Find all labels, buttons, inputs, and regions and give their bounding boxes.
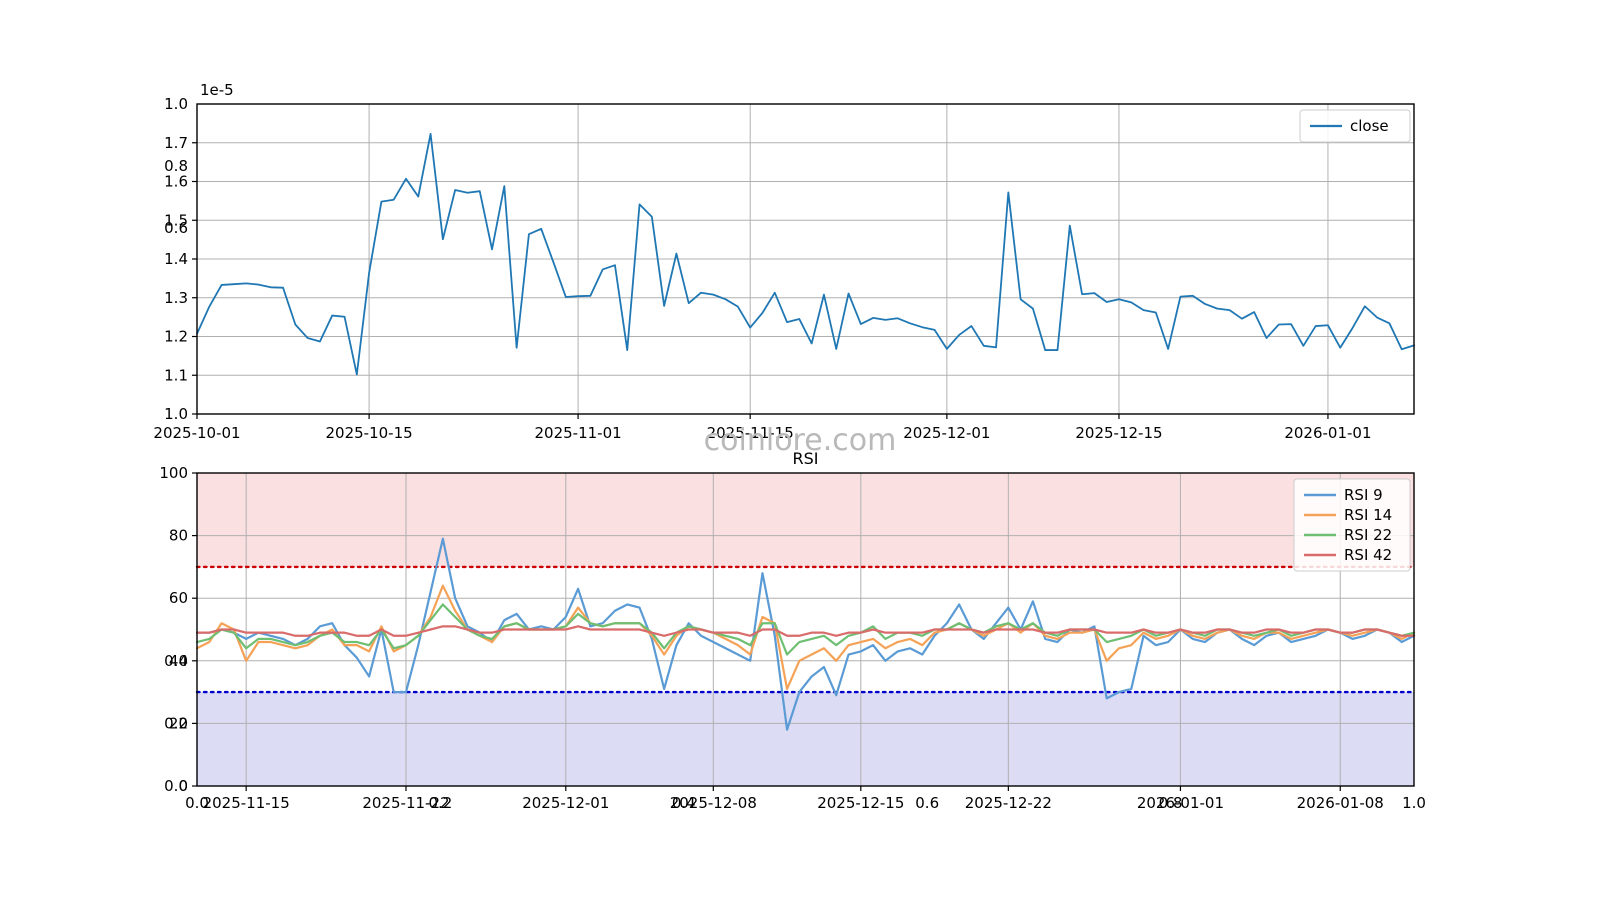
rsi-xtick-label-2025-11-22: 2025-11-22: [362, 794, 449, 812]
price-y-tick-labels: 1.0 1.1 1.2 1.3 1.4 1.5 1.6 1.7: [164, 134, 197, 423]
rsi-x-tick-labels-overlay: 0.0 0.2 0.4 0.6 0.8 1.0: [185, 794, 1426, 812]
rsi-axis-spines: [196, 472, 1415, 787]
rsi-legend[interactable]: RSI 9 RSI 14 RSI 22 RSI 42: [1293, 478, 1411, 572]
price-legend[interactable]: close: [1299, 109, 1411, 143]
price-series-group: [196, 132, 1415, 376]
rsi-legend-label-rsi-14: RSI 14: [1344, 506, 1392, 524]
price-y-tick-labels-overlay: 0.6 0.8 1.0: [164, 95, 188, 237]
close-price-line: [196, 132, 1415, 376]
rsi-legend-label-rsi-9: RSI 9: [1344, 486, 1383, 504]
price-x-tick-labels: 2025-10-01 2025-10-15 2025-11-01 2025-11-15…: [153, 414, 1372, 442]
rsi-xtick-overlay-0.4: 0.4: [672, 794, 696, 812]
rsi-xtick-label-2025-12-08: 2025-12-08: [670, 794, 757, 812]
oversold-band: [197, 692, 1414, 786]
rsi-y-tick-labels: 0 20 40 60 80 100: [159, 464, 197, 795]
rsi-line-rsi-14: [195, 584, 1416, 691]
rsi-legend-label-rsi-42: RSI 42: [1344, 546, 1392, 564]
rsi-plot-border: [196, 472, 1415, 787]
rsi-ytick-label-0: 0: [178, 777, 188, 795]
price-xtick-label-2025-11-15: 2025-11-15: [707, 424, 794, 442]
price-ytick-label-1.4: 1.4: [164, 250, 188, 268]
rsi-line-rsi-22: [195, 603, 1416, 656]
rsi-xtick-overlay-0.2: 0.2: [428, 794, 452, 812]
rsi-xtick-label-2026-01-08: 2026-01-08: [1297, 794, 1384, 812]
rsi-ytick-overlay-0.2: 0.2: [164, 714, 188, 732]
rsi-xtick-label-2025-12-22: 2025-12-22: [965, 794, 1052, 812]
price-ytick-label-1.6: 1.6: [164, 173, 188, 191]
rsi-legend-label-rsi-22: RSI 22: [1344, 526, 1392, 544]
rsi-ytick-label-80: 80: [169, 527, 188, 545]
price-legend-label-close: close: [1350, 117, 1389, 135]
price-ytick-label-1.3: 1.3: [164, 289, 188, 307]
rsi-y-tick-labels-overlay: 0.0 0.2 0.4: [164, 652, 188, 795]
price-legend-box[interactable]: [1299, 109, 1411, 143]
price-xtick-label-2026-01-01: 2026-01-01: [1284, 424, 1371, 442]
rsi-line-rsi-9: [195, 537, 1416, 731]
price-ytick-overlay-1.0: 1.0: [164, 95, 188, 113]
rsi-ytick-label-40: 40: [169, 652, 188, 670]
rsi-ytick-overlay-0.0: 0.0: [164, 777, 188, 795]
price-offset-text: 1e-5: [200, 81, 234, 99]
rsi-xtick-overlay-0.6: 0.6: [915, 794, 939, 812]
price-xtick-label-2025-11-01: 2025-11-01: [534, 424, 621, 442]
price-gridlines: [196, 104, 1414, 415]
price-ytick-label-1.2: 1.2: [164, 328, 188, 346]
rsi-xtick-overlay-0.8: 0.8: [1159, 794, 1183, 812]
rsi-series-group: [195, 537, 1416, 731]
rsi-xtick-label-2025-12-01: 2025-12-01: [522, 794, 609, 812]
rsi-chart-title: RSI: [793, 449, 819, 468]
rsi-ytick-label-100: 100: [159, 464, 188, 482]
price-xtick-label-2025-12-15: 2025-12-15: [1075, 424, 1162, 442]
rsi-xtick-overlay-0.0: 0.0: [185, 794, 209, 812]
rsi-xtick-overlay-1.0: 1.0: [1402, 794, 1426, 812]
rsi-xtick-label-2026-01-01: 2026-01-01: [1137, 794, 1224, 812]
price-xtick-label-2025-10-15: 2025-10-15: [326, 424, 413, 442]
rsi-ytick-label-60: 60: [169, 589, 188, 607]
rsi-ytick-label-20: 20: [169, 714, 188, 732]
price-ytick-label-1.0: 1.0: [164, 405, 188, 423]
price-ytick-overlay-0.8: 0.8: [164, 157, 188, 175]
price-ytick-label-1.1: 1.1: [164, 366, 188, 384]
rsi-xtick-label-2025-11-15: 2025-11-15: [203, 794, 290, 812]
price-xtick-label-2025-12-01: 2025-12-01: [903, 424, 990, 442]
rsi-legend-box[interactable]: [1293, 478, 1411, 572]
price-xtick-label-2025-10-01: 2025-10-01: [153, 424, 240, 442]
price-ytick-label-1.7: 1.7: [164, 134, 188, 152]
rsi-line-rsi-42: [195, 625, 1416, 637]
price-ytick-overlay-0.6: 0.6: [164, 219, 188, 237]
price-chart-axes: 1.0 1.1 1.2 1.3 1.4 1.5 1.6 1.7 0.6 0.8 1.0 2025-…: [153, 81, 1415, 442]
price-ytick-label-1.5: 1.5: [164, 211, 188, 229]
watermark-text: coinlore.com: [704, 423, 897, 458]
rsi-x-tick-labels: 2025-11-15 2025-11-22 2025-12-01 2025-12-08…: [203, 786, 1384, 812]
rsi-ytick-overlay-0.4: 0.4: [164, 652, 188, 670]
overbought-band: [197, 473, 1414, 567]
rsi-xtick-label-2025-12-15: 2025-12-15: [817, 794, 904, 812]
